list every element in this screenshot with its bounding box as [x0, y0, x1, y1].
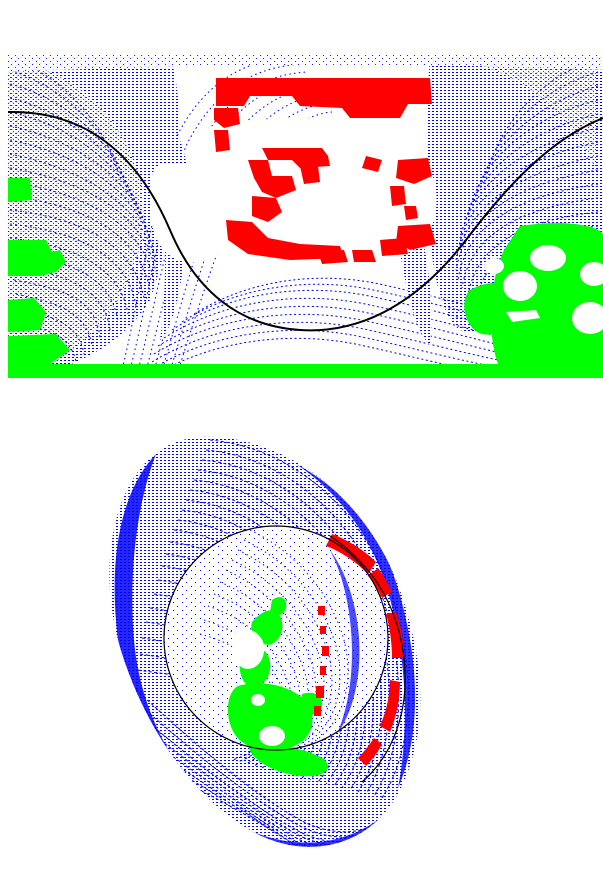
bottom-green-white-holes	[232, 629, 285, 746]
top-boundary-curve	[8, 110, 603, 332]
oblique-globe-panel	[0, 400, 603, 887]
top-green-white-holes	[484, 245, 603, 334]
bottom-sphere-outline	[163, 525, 389, 751]
bottom-panel-svg	[0, 400, 603, 887]
top-field-lines-left	[8, 55, 180, 378]
top-panel-content	[8, 55, 603, 378]
bottom-outer-arc	[329, 535, 406, 783]
bottom-sphere-limb-shade	[330, 550, 360, 736]
bottom-red-region	[314, 534, 404, 766]
top-red-region	[214, 78, 436, 264]
top-panel-svg	[8, 55, 603, 378]
top-edge-stipple	[8, 55, 603, 72]
bottom-right-rim	[296, 464, 416, 788]
top-green-region	[8, 178, 603, 378]
cylindrical-projection-panel	[0, 0, 603, 400]
